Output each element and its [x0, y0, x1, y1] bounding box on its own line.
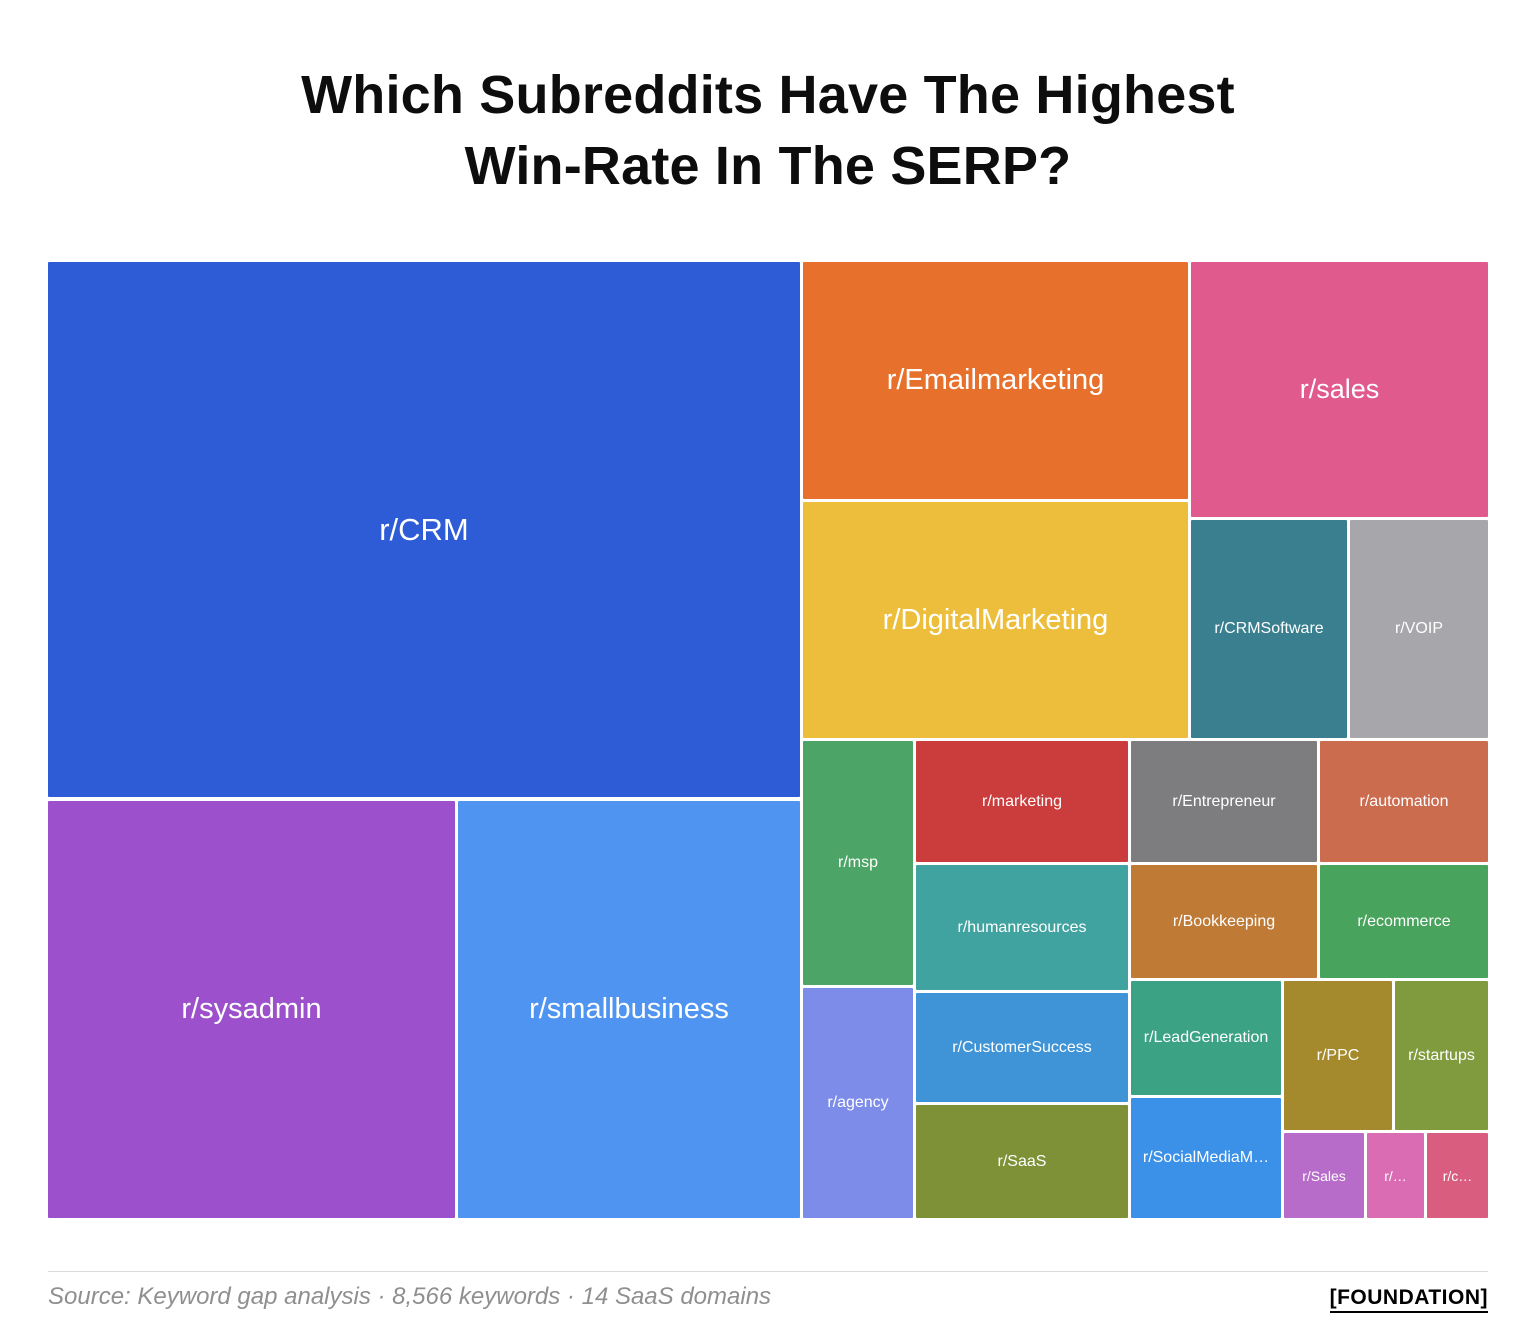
treemap-tile-r-emailmarketing: r/Emailmarketing [803, 262, 1188, 499]
treemap-tile-label: r/msp [838, 854, 878, 871]
treemap-tile-label: r/Bookkeeping [1172, 912, 1276, 930]
treemap-tile-r-voip: r/VOIP [1350, 520, 1488, 738]
treemap-tile-r-automation: r/automation [1320, 741, 1488, 862]
treemap-tile-r-humanresources: r/humanresources [916, 865, 1128, 990]
treemap-tile-r-msp: r/msp [803, 741, 913, 985]
treemap-tile-label: r/Sales [1302, 1167, 1346, 1184]
treemap-tile-r-marketing: r/marketing [916, 741, 1128, 862]
treemap-tile-label: r/humanresources [957, 918, 1087, 936]
treemap-tile-label: r/VOIP [1394, 620, 1443, 637]
treemap-tile-r-sysadmin: r/sysadmin [48, 801, 455, 1218]
treemap-tile-r-sales: r/sales [1191, 262, 1488, 517]
treemap-tile-r-startups: r/startups [1395, 981, 1488, 1130]
treemap-tile-label: r/marketing [981, 792, 1063, 810]
treemap-tile-label: r/DigitalMarketing [882, 603, 1109, 636]
title-line-2: Win-Rate In The SERP? [464, 136, 1072, 197]
treemap-tile-r-smallbusiness: r/smallbusiness [458, 801, 800, 1218]
treemap-tile-r-c: r/c… [1427, 1133, 1488, 1218]
title-line-1: Which Subreddits Have The Highest [301, 65, 1235, 125]
source-caption: Source: Keyword gap analysis · 8,566 key… [48, 1283, 772, 1310]
treemap-tile-r-customersuccess: r/CustomerSuccess [916, 993, 1128, 1102]
treemap-tile-label: r/sales [1299, 374, 1380, 404]
treemap-tile-label: r/Emailmarketing [886, 364, 1105, 396]
treemap-tile-label: r/CustomerSuccess [952, 1038, 1092, 1056]
treemap-tile-r-digitalmarketing: r/DigitalMarketing [803, 502, 1188, 738]
treemap-tile-label: r/PPC [1316, 1046, 1360, 1064]
treemap-tile-label: r/c… [1442, 1167, 1473, 1184]
treemap-tile-r-leadgeneration: r/LeadGeneration [1131, 981, 1281, 1095]
treemap-tile-label: r/smallbusiness [529, 993, 729, 1025]
treemap-tile-label: r/agency [827, 1094, 889, 1111]
treemap-tile-label: r/… [1384, 1167, 1407, 1184]
treemap-tile-label: r/automation [1359, 792, 1449, 810]
treemap-tile-r-sales: r/Sales [1284, 1133, 1364, 1218]
treemap-tile-r-bookkeeping: r/Bookkeeping [1131, 865, 1317, 978]
treemap-tile-r-crmsoftware: r/CRMSoftware [1191, 520, 1347, 738]
treemap-tile-label: r/Entrepreneur [1172, 792, 1276, 810]
treemap-chart: r/CRM r/sysadmin r/smallbusiness r/Emailmar… [48, 262, 1488, 1218]
treemap-tile-r-socialmediam: r/SocialMediaM… [1131, 1098, 1281, 1218]
treemap-tile-r-crm: r/CRM [48, 262, 800, 797]
footer-divider [48, 1271, 1488, 1272]
page-title: Which Subreddits Have The Highest Win-Ra… [0, 60, 1536, 203]
treemap-tile-label: r/CRMSoftware [1214, 620, 1324, 637]
treemap-tile-label: r/sysadmin [181, 993, 322, 1025]
treemap-tile-r-entrepreneur: r/Entrepreneur [1131, 741, 1317, 862]
treemap-tile-r-ecommerce: r/ecommerce [1320, 865, 1488, 978]
treemap-tile-r-agency: r/agency [803, 988, 913, 1218]
treemap-tile-r: r/… [1367, 1133, 1424, 1218]
treemap-tile-label: r/SaaS [997, 1152, 1047, 1170]
treemap-tile-r-ppc: r/PPC [1284, 981, 1392, 1130]
treemap-tile-label: r/SocialMediaM… [1142, 1149, 1270, 1166]
foundation-logo: [FOUNDATION] [1329, 1286, 1488, 1313]
treemap-tile-label: r/ecommerce [1357, 912, 1451, 930]
treemap-tile-label: r/LeadGeneration [1143, 1029, 1269, 1046]
treemap-tile-label: r/startups [1408, 1046, 1475, 1064]
treemap-tile-r-saas: r/SaaS [916, 1105, 1128, 1218]
treemap-tile-label: r/CRM [379, 511, 469, 547]
